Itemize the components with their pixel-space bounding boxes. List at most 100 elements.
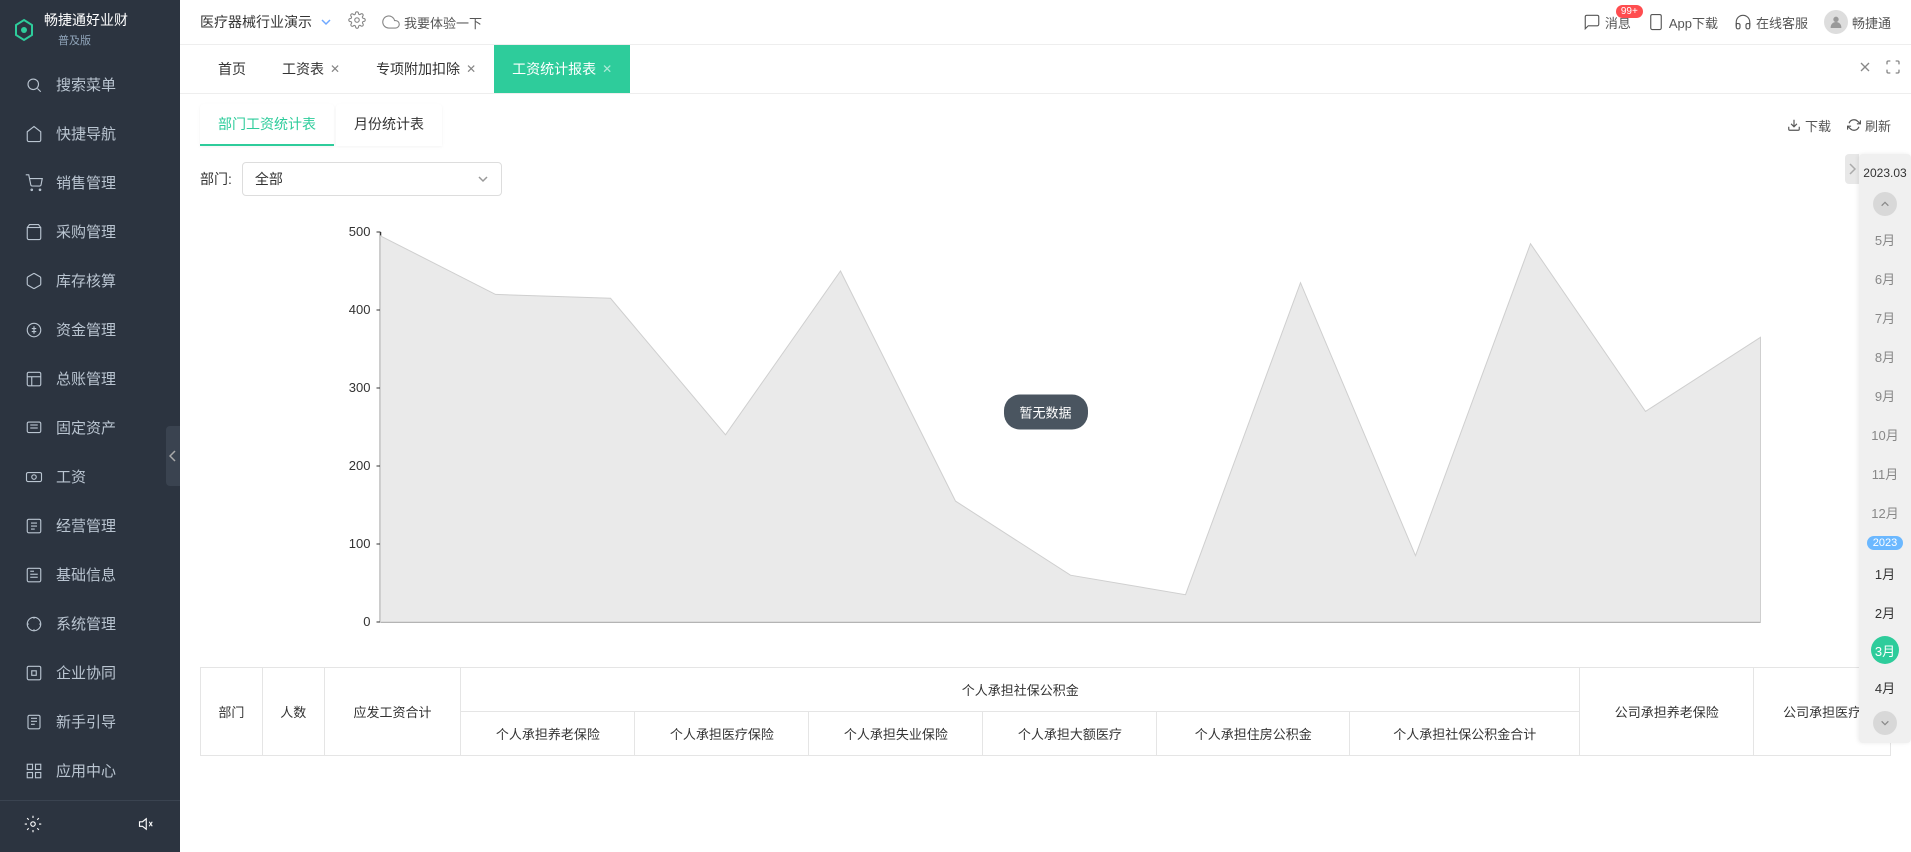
svg-text:300: 300 (349, 380, 371, 395)
asset-icon (24, 418, 44, 438)
area-chart: 0100200300400500 (200, 222, 1891, 642)
main-area: 医疗器械行业演示 我要体验一下 消息 99+ App下载 在线客服 (180, 0, 1911, 852)
subtab-1[interactable]: 月份统计表 (336, 104, 442, 146)
message-icon (1583, 13, 1601, 31)
settings-gear-icon[interactable] (348, 11, 366, 34)
refresh-button[interactable]: 刷新 (1847, 116, 1891, 135)
tab-close-all-icon[interactable] (1857, 59, 1873, 80)
rail-month[interactable]: 3月 (1871, 636, 1899, 664)
svg-text:0: 0 (363, 614, 370, 629)
sidebar-item-7[interactable]: 固定资产 (0, 403, 180, 452)
brand-name: 畅捷通好业财 (44, 10, 128, 30)
table-header: 人数 (262, 668, 324, 756)
sidebar-item-5[interactable]: 资金管理 (0, 305, 180, 354)
sidebar-item-label: 总账管理 (56, 368, 116, 389)
tab-2[interactable]: 专项附加扣除✕ (358, 45, 494, 93)
sys-icon (24, 614, 44, 634)
department-select[interactable]: 全部 (242, 162, 502, 196)
cloud-icon (382, 13, 400, 31)
user-menu[interactable]: 畅捷通 (1824, 10, 1891, 34)
sidebar-item-label: 固定资产 (56, 417, 116, 438)
month-rail: 2023.035月6月7月8月9月10月11月12月20231月2月3月4月 (1859, 154, 1911, 743)
subtab-0[interactable]: 部门工资统计表 (200, 104, 334, 146)
sidebar-footer (0, 800, 180, 852)
sidebar-collapse-toggle[interactable] (166, 426, 180, 486)
sidebar-item-13[interactable]: 新手引导 (0, 697, 180, 746)
rail-expand-toggle[interactable] (1845, 154, 1859, 184)
tab-0[interactable]: 首页 (200, 45, 264, 93)
apps-icon (24, 761, 44, 781)
sidebar-item-12[interactable]: 企业协同 (0, 648, 180, 697)
rail-month[interactable]: 7月 (1875, 302, 1895, 333)
message-badge: 99+ (1616, 5, 1643, 18)
sidebar-item-3[interactable]: 采购管理 (0, 207, 180, 256)
sidebar-item-10[interactable]: 基础信息 (0, 550, 180, 599)
chevron-down-icon (320, 16, 332, 28)
rail-month[interactable]: 4月 (1875, 672, 1895, 703)
sound-icon[interactable] (138, 815, 156, 838)
tab-1[interactable]: 工资表✕ (264, 45, 358, 93)
table-header: 个人承担医疗保险 (635, 712, 809, 756)
message-button[interactable]: 消息 99+ (1583, 13, 1631, 32)
sidebar-item-14[interactable]: 应用中心 (0, 746, 180, 795)
rail-month[interactable]: 9月 (1875, 380, 1895, 411)
table-header-group: 个人承担社保公积金 (461, 668, 1580, 712)
filter-label: 部门: (200, 169, 232, 189)
app-download-button[interactable]: App下载 (1647, 13, 1718, 32)
tab-close-icon[interactable]: ✕ (602, 62, 612, 76)
avatar-icon (1824, 10, 1848, 34)
info-icon (24, 565, 44, 585)
chart-empty-overlay: 暂无数据 (1003, 395, 1087, 430)
headset-icon (1734, 13, 1752, 31)
svg-text:500: 500 (349, 224, 371, 239)
page-tabs: 首页工资表✕专项附加扣除✕工资统计报表✕ (180, 45, 1911, 94)
table-header: 部门 (201, 668, 263, 756)
rail-month[interactable]: 2月 (1875, 597, 1895, 628)
sidebar-item-2[interactable]: 销售管理 (0, 158, 180, 207)
sidebar-item-label: 快捷导航 (56, 123, 116, 144)
sidebar-item-label: 资金管理 (56, 319, 116, 340)
rail-month[interactable]: 8月 (1875, 341, 1895, 372)
rail-month[interactable]: 12月 (1871, 497, 1898, 528)
rail-month[interactable]: 11月 (1872, 458, 1899, 489)
download-icon (1787, 118, 1801, 132)
table-wrap: 部门人数应发工资合计个人承担社保公积金公司承担养老保险公司承担医疗个人承担养老保… (180, 667, 1911, 756)
fullscreen-icon[interactable] (1885, 59, 1901, 80)
org-name: 医疗器械行业演示 (200, 12, 312, 32)
collab-icon (24, 663, 44, 683)
table-header: 个人承担大额医疗 (983, 712, 1157, 756)
table-header: 个人承担社保公积金合计 (1350, 712, 1580, 756)
experience-link[interactable]: 我要体验一下 (382, 13, 482, 32)
sidebar-item-1[interactable]: 快捷导航 (0, 109, 180, 158)
rail-month[interactable]: 6月 (1875, 263, 1895, 294)
topbar: 医疗器械行业演示 我要体验一下 消息 99+ App下载 在线客服 (180, 0, 1911, 45)
org-selector[interactable]: 医疗器械行业演示 (200, 12, 332, 32)
tab-close-icon[interactable]: ✕ (466, 62, 476, 76)
download-button[interactable]: 下载 (1787, 116, 1831, 135)
rail-month[interactable]: 1月 (1875, 558, 1895, 589)
ledger-icon (24, 369, 44, 389)
sidebar-item-9[interactable]: 经营管理 (0, 501, 180, 550)
sidebar-item-0[interactable]: 搜索菜单 (0, 60, 180, 109)
rail-month[interactable]: 10月 (1871, 419, 1898, 450)
box-icon (24, 271, 44, 291)
sidebar-item-6[interactable]: 总账管理 (0, 354, 180, 403)
coin-icon (24, 320, 44, 340)
svg-text:200: 200 (349, 458, 371, 473)
sidebar-item-4[interactable]: 库存核算 (0, 256, 180, 305)
biz-icon (24, 516, 44, 536)
salary-table: 部门人数应发工资合计个人承担社保公积金公司承担养老保险公司承担医疗个人承担养老保… (200, 667, 1891, 756)
filter-row: 部门: 全部 (180, 146, 1911, 212)
service-button[interactable]: 在线客服 (1734, 13, 1808, 32)
settings-icon[interactable] (24, 815, 42, 838)
rail-down-button[interactable] (1873, 711, 1897, 735)
rail-month[interactable]: 5月 (1875, 224, 1895, 255)
tab-3[interactable]: 工资统计报表✕ (494, 45, 630, 93)
sidebar-item-11[interactable]: 系统管理 (0, 599, 180, 648)
sidebar-item-label: 系统管理 (56, 613, 116, 634)
svg-text:100: 100 (349, 536, 371, 551)
tab-close-icon[interactable]: ✕ (330, 62, 340, 76)
sidebar-item-8[interactable]: 工资 (0, 452, 180, 501)
rail-up-button[interactable] (1873, 192, 1897, 216)
sidebar-item-label: 应用中心 (56, 760, 116, 781)
